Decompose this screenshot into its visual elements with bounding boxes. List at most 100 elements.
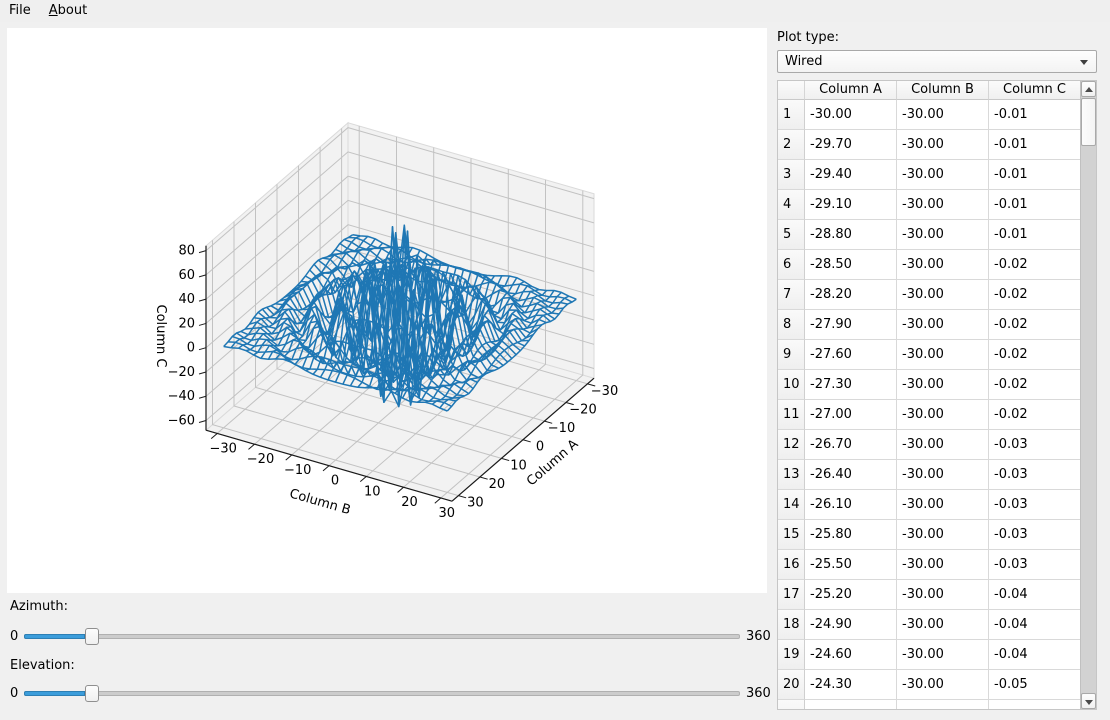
cell-column-c[interactable]: -0.02 [989,310,1080,340]
row-number-cell[interactable]: 7 [778,280,805,310]
cell-column-c[interactable]: -0.01 [989,160,1080,190]
cell-column-b[interactable]: -30.00 [897,670,989,700]
cell-column-c[interactable]: -0.04 [989,610,1080,640]
cell-column-a[interactable]: -24.30 [805,670,897,700]
cell-column-a[interactable]: -25.50 [805,550,897,580]
cell-column-a[interactable]: -24.60 [805,640,897,670]
cell-column-a[interactable]: -25.80 [805,520,897,550]
table-corner-header[interactable] [778,81,805,100]
cell-column-a[interactable]: -29.70 [805,130,897,160]
cell-column-c[interactable]: -0.02 [989,340,1080,370]
row-number-cell[interactable]: 1 [778,100,805,130]
cell-column-b[interactable]: -30.00 [897,310,989,340]
vertical-scrollbar[interactable] [1080,81,1096,709]
cell-column-a[interactable]: -28.20 [805,280,897,310]
cell-column-b[interactable]: -30.00 [897,340,989,370]
row-number-cell[interactable]: 6 [778,250,805,280]
cell-column-b[interactable]: -30.00 [897,220,989,250]
scroll-down-button[interactable] [1081,693,1096,709]
cell-column-c[interactable]: -0.02 [989,250,1080,280]
column-header-column-b[interactable]: Column B [897,81,989,100]
cell-column-b[interactable]: -30.00 [897,250,989,280]
row-number-cell[interactable]: 13 [778,460,805,490]
cell-column-b[interactable]: -30.00 [897,280,989,310]
cell-column-b[interactable]: -30.00 [897,610,989,640]
cell-column-a[interactable]: -29.40 [805,160,897,190]
row-number-cell[interactable]: 17 [778,580,805,610]
cell-column-b[interactable]: -30.00 [897,130,989,160]
row-number-cell[interactable]: 11 [778,400,805,430]
cell-column-a[interactable]: -26.70 [805,430,897,460]
menu-item-file[interactable]: File [9,3,31,18]
cell-column-b[interactable]: -30.00 [897,520,989,550]
row-number-cell[interactable] [778,700,805,709]
column-header-column-c[interactable]: Column C [989,81,1080,100]
cell-column-b[interactable]: -30.00 [897,400,989,430]
column-header-column-a[interactable]: Column A [805,81,897,100]
row-number-cell[interactable]: 18 [778,610,805,640]
cell-column-a[interactable]: -27.00 [805,400,897,430]
menu-item-about[interactable]: About [48,3,88,18]
cell-column-c[interactable]: -0.03 [989,460,1080,490]
cell-column-c[interactable]: -0.01 [989,220,1080,250]
row-number-cell[interactable]: 8 [778,310,805,340]
cell-column-c[interactable] [989,700,1080,709]
cell-column-b[interactable]: -30.00 [897,640,989,670]
cell-column-a[interactable]: -30.00 [805,100,897,130]
cell-column-a[interactable]: -27.30 [805,370,897,400]
cell-column-c[interactable]: -0.02 [989,280,1080,310]
cell-column-a[interactable]: -28.80 [805,220,897,250]
cell-column-c[interactable]: -0.05 [989,670,1080,700]
cell-column-c[interactable]: -0.04 [989,580,1080,610]
cell-column-c[interactable]: -0.01 [989,130,1080,160]
row-number-cell[interactable]: 12 [778,430,805,460]
row-number-cell[interactable]: 16 [778,550,805,580]
cell-column-c[interactable]: -0.03 [989,550,1080,580]
row-number-cell[interactable]: 5 [778,220,805,250]
elevation-slider-handle[interactable] [85,685,99,702]
cell-column-b[interactable]: -30.00 [897,100,989,130]
cell-column-c[interactable]: -0.03 [989,430,1080,460]
row-number-cell[interactable]: 4 [778,190,805,220]
cell-column-a[interactable]: -24.90 [805,610,897,640]
cell-column-a[interactable]: -27.90 [805,310,897,340]
row-number-cell[interactable]: 9 [778,340,805,370]
cell-column-b[interactable] [897,700,989,709]
cell-column-c[interactable]: -0.02 [989,370,1080,400]
cell-column-a[interactable]: -26.10 [805,490,897,520]
scroll-up-button[interactable] [1081,81,1096,97]
azimuth-slider-track[interactable] [24,628,740,645]
cell-column-b[interactable]: -30.00 [897,550,989,580]
azimuth-slider-handle[interactable] [85,628,99,645]
row-number-cell[interactable]: 14 [778,490,805,520]
cell-column-a[interactable]: -29.10 [805,190,897,220]
row-number-cell[interactable]: 19 [778,640,805,670]
plot-canvas[interactable]: −30 −20 −10 0 10 20 30 −30 −20 −10 0 10 20 30 −60 −40 −2… [7,28,767,593]
row-number-cell[interactable]: 2 [778,130,805,160]
cell-column-b[interactable]: -30.00 [897,190,989,220]
cell-column-b[interactable]: -30.00 [897,370,989,400]
cell-column-a[interactable]: -27.60 [805,340,897,370]
row-number-cell[interactable]: 10 [778,370,805,400]
cell-column-b[interactable]: -30.00 [897,160,989,190]
cell-column-a[interactable]: -25.20 [805,580,897,610]
row-number-cell[interactable]: 15 [778,520,805,550]
cell-column-a[interactable]: -26.40 [805,460,897,490]
cell-column-c[interactable]: -0.01 [989,100,1080,130]
plot-type-dropdown[interactable]: Wired [777,50,1097,73]
scrollbar-thumb[interactable] [1081,98,1096,146]
cell-column-c[interactable]: -0.01 [989,190,1080,220]
cell-column-c[interactable]: -0.02 [989,400,1080,430]
cell-column-c[interactable]: -0.03 [989,520,1080,550]
cell-column-b[interactable]: -30.00 [897,580,989,610]
row-number-cell[interactable]: 20 [778,670,805,700]
cell-column-b[interactable]: -30.00 [897,460,989,490]
row-number-cell[interactable]: 3 [778,160,805,190]
cell-column-a[interactable] [805,700,897,709]
cell-column-c[interactable]: -0.04 [989,640,1080,670]
cell-column-b[interactable]: -30.00 [897,430,989,460]
cell-column-c[interactable]: -0.03 [989,490,1080,520]
elevation-slider-track[interactable] [24,685,740,702]
cell-column-a[interactable]: -28.50 [805,250,897,280]
cell-column-b[interactable]: -30.00 [897,490,989,520]
